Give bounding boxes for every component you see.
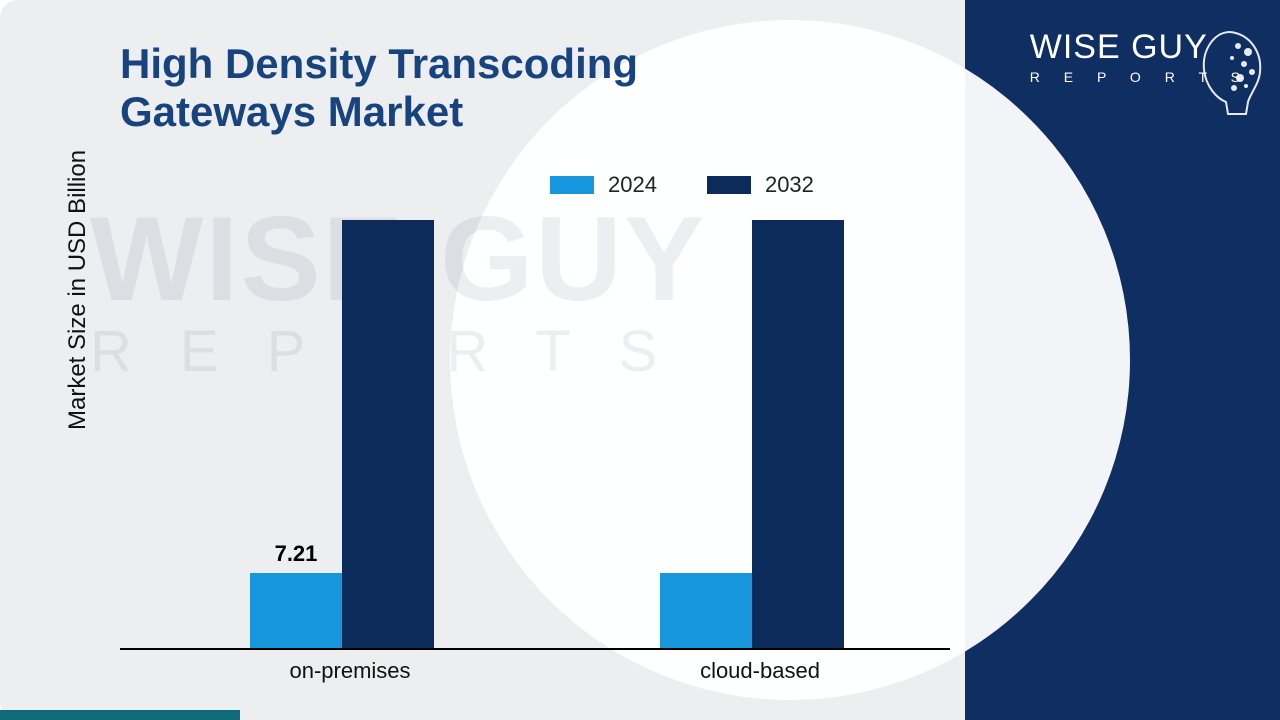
legend-label-2024: 2024 — [608, 172, 657, 198]
plot-area: 7.21 on-premises cloud-based — [120, 220, 950, 650]
value-label-on-premises-2024: 7.21 — [250, 541, 342, 567]
chart-canvas: WISE GUY REPORTS WISE GUY R E P O R T S … — [0, 0, 1280, 720]
chart-title: High Density Transcoding Gateways Market — [120, 40, 800, 137]
legend-swatch-2024 — [550, 176, 594, 194]
x-axis-line — [120, 648, 950, 650]
bar-on-premises-2032 — [342, 220, 434, 650]
bar-cloud-based-2024 — [660, 573, 752, 651]
bar-group-cloud-based: cloud-based — [660, 220, 860, 650]
legend: 2024 2032 — [550, 172, 814, 198]
bar-on-premises-2024 — [250, 573, 342, 651]
x-label-on-premises: on-premises — [289, 658, 410, 684]
legend-label-2032: 2032 — [765, 172, 814, 198]
y-axis-label: Market Size in USD Billion — [64, 150, 92, 430]
x-label-cloud-based: cloud-based — [700, 658, 820, 684]
bar-group-on-premises: 7.21 on-premises — [250, 220, 450, 650]
legend-item-2024: 2024 — [550, 172, 657, 198]
bottom-accent-strip — [0, 710, 240, 720]
legend-swatch-2032 — [707, 176, 751, 194]
brand-logo: WISE GUY R E P O R T S — [1030, 30, 1250, 84]
legend-item-2032: 2032 — [707, 172, 814, 198]
logo-line1: WISE GUY — [1030, 30, 1250, 66]
bar-cloud-based-2032 — [752, 220, 844, 650]
logo-line2: R E P O R T S — [1030, 70, 1250, 85]
